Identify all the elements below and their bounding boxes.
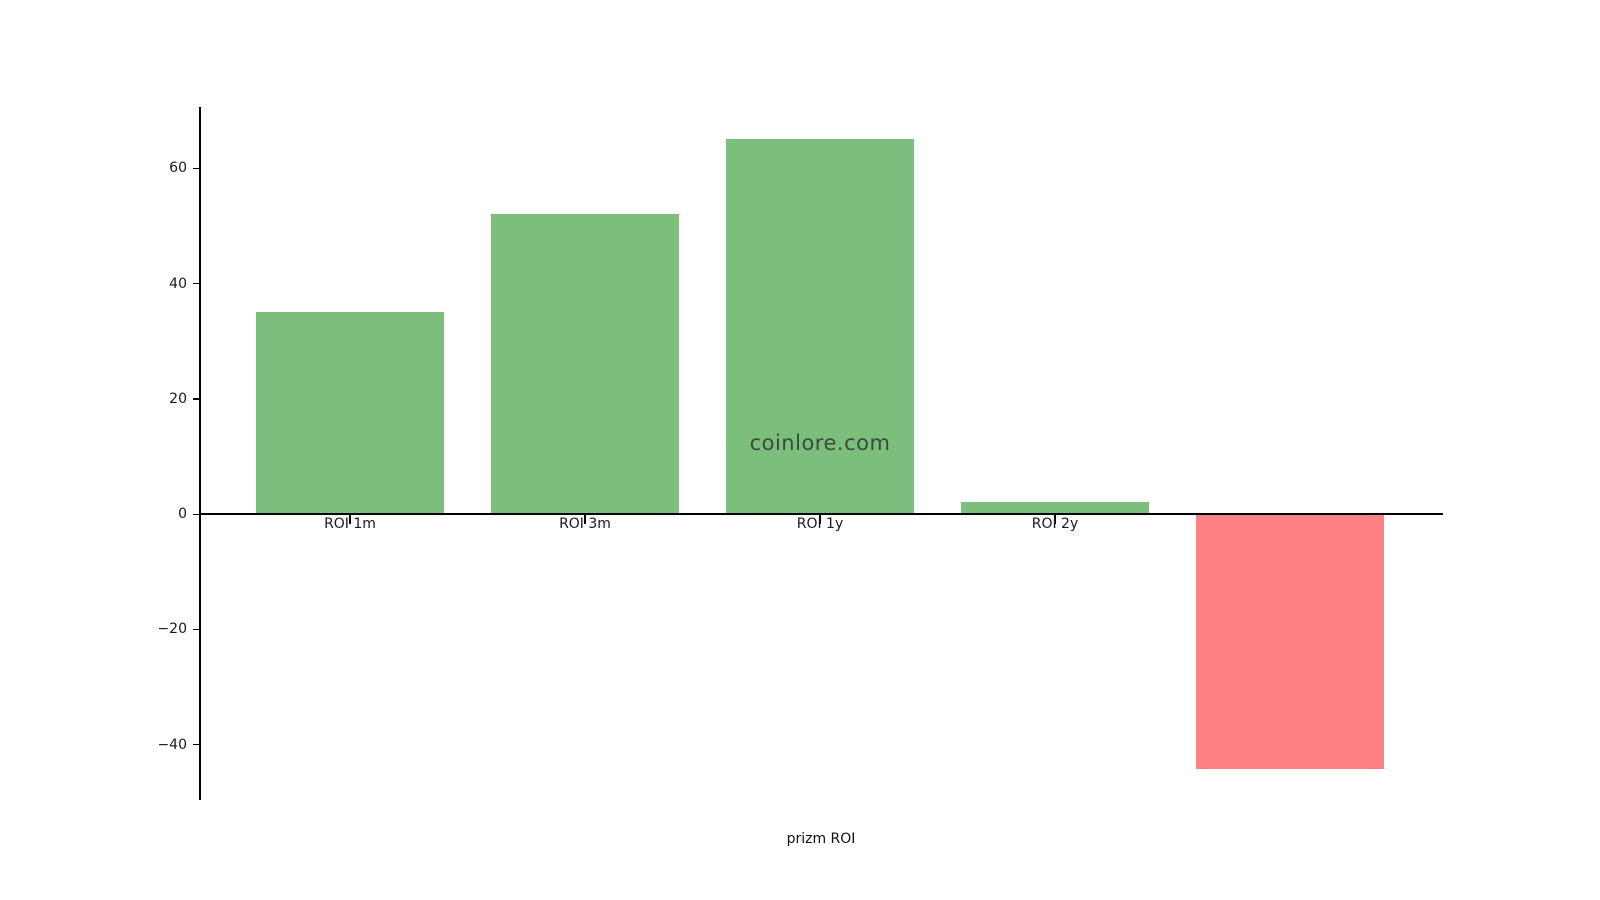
y-tick-label: −40: [157, 736, 187, 753]
x-tick-label: ROI 1y: [796, 516, 844, 532]
x-axis-title: prizm ROI: [786, 831, 856, 847]
y-tick-label: 0: [178, 506, 187, 522]
y-tick-label: 60: [169, 160, 187, 177]
y-axis-spine: [199, 107, 201, 800]
y-tick-label: 40: [169, 275, 187, 292]
bar-roi-1y: [726, 139, 914, 514]
bar-bar-5: [1196, 515, 1384, 769]
x-tick: [584, 514, 586, 524]
bar-roi-3m: [491, 214, 679, 514]
bar-roi-1m: [256, 312, 444, 514]
x-tick: [819, 514, 821, 524]
y-tick: [193, 628, 200, 631]
x-tick: [349, 514, 351, 524]
bar-roi-2y: [961, 502, 1149, 514]
x-axis-line: [200, 513, 1443, 515]
x-tick: [1054, 514, 1056, 524]
y-tick: [193, 513, 200, 515]
y-tick: [193, 283, 200, 285]
x-tick-label: ROI 2y: [1031, 516, 1079, 532]
y-tick: [193, 744, 200, 746]
y-tick-label: −20: [157, 621, 187, 638]
x-tick-label: ROI 1m: [324, 516, 376, 532]
y-tick-label: 20: [169, 390, 187, 407]
watermark-text: coinlore.com: [749, 431, 891, 455]
x-tick-label: ROI 3m: [559, 516, 611, 532]
y-tick: [193, 167, 200, 170]
y-tick: [193, 398, 200, 400]
